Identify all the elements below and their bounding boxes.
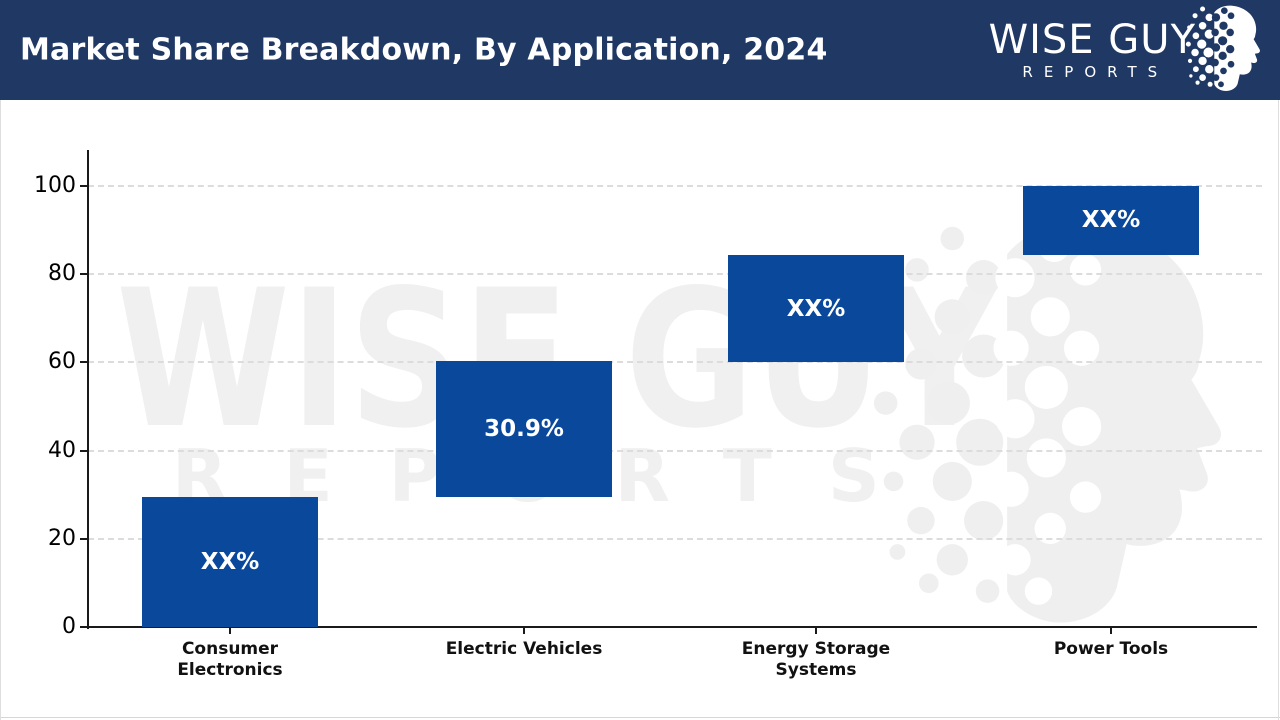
gridline: [88, 449, 1262, 452]
y-tick: [80, 185, 88, 187]
gridline: [88, 537, 1262, 540]
page-title: Market Share Breakdown, By Application, …: [20, 32, 828, 68]
y-tick: [80, 626, 88, 628]
y-tick-label: 20: [48, 525, 76, 551]
x-category-label-line: Systems: [775, 660, 857, 680]
y-tick-label: 0: [62, 614, 76, 639]
y-tick: [80, 273, 88, 276]
y-tick-label: 100: [34, 173, 76, 198]
x-axis-line: [87, 626, 1257, 628]
bar: XX%: [728, 254, 904, 363]
y-tick-label: 80: [48, 261, 76, 287]
y-tick-label: 60: [48, 349, 76, 375]
x-category-label-line: Power Tools: [1053, 639, 1169, 659]
y-tick: [80, 537, 88, 540]
x-tick: [815, 627, 817, 634]
bar: 30.9%: [436, 360, 612, 497]
x-category-label-line: Energy Storage: [741, 639, 891, 659]
wiseguy-face-icon: [1182, 4, 1270, 96]
bar: XX%: [1023, 186, 1199, 255]
x-tick: [523, 627, 525, 634]
gridline: [88, 361, 1262, 364]
logo-name: WISE GUY: [988, 16, 1196, 63]
x-category-label-line: Electronics: [177, 660, 283, 680]
x-category-label: Electric Vehicles: [394, 639, 654, 660]
bar: XX%: [142, 496, 318, 627]
x-category-label-line: Consumer: [181, 639, 279, 659]
x-category-label: Energy Storage Systems: [686, 639, 946, 681]
y-axis-line: [87, 150, 89, 629]
watermark-face-icon: [866, 215, 1258, 646]
y-tick-label: 40: [48, 437, 76, 463]
gridline: [88, 185, 1262, 187]
image-border-left: [0, 100, 1, 720]
image-border-right: [1278, 100, 1279, 720]
bar-value-label: XX%: [1081, 207, 1141, 234]
gridline: [88, 273, 1262, 276]
header: Market Share Breakdown, By Application, …: [0, 0, 1280, 100]
x-category-label: Consumer Electronics: [100, 639, 360, 681]
image-border-bottom: [0, 717, 1280, 718]
bar-value-label: XX%: [786, 295, 846, 322]
x-tick: [1110, 627, 1112, 634]
x-category-label-line: Electric Vehicles: [445, 639, 603, 659]
y-tick: [80, 449, 88, 452]
bar-value-label: XX%: [200, 548, 260, 575]
x-category-label: Power Tools: [981, 639, 1241, 660]
logo-text: WISE GUY REPORTS: [989, 20, 1196, 81]
logo-subtitle: REPORTS: [1022, 62, 1169, 81]
x-tick: [229, 627, 231, 634]
wiseguy-logo: WISE GUY REPORTS: [989, 5, 1270, 95]
bar-value-label: 30.9%: [484, 415, 564, 442]
y-tick: [80, 361, 88, 364]
